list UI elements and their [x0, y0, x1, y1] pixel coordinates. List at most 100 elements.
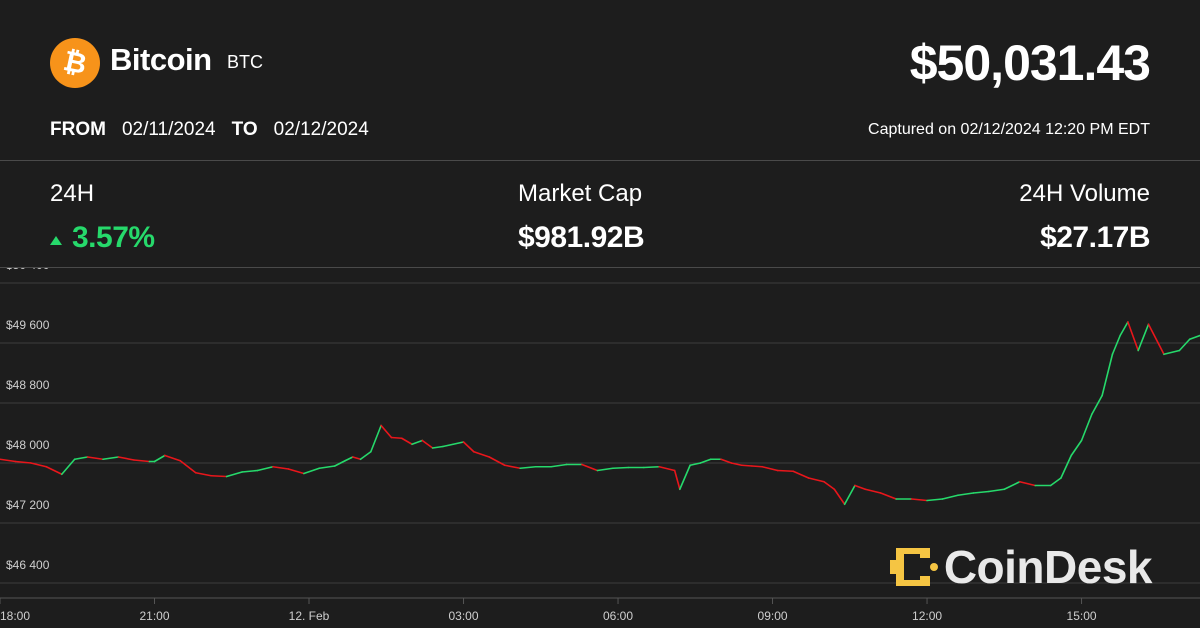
price-line-segment: [833, 488, 846, 506]
x-tick-label: 06:00: [603, 609, 633, 623]
price-line-segment: [210, 474, 228, 478]
price-line-segment: [926, 498, 944, 502]
price-line-segment: [86, 456, 104, 461]
price-line-segment: [988, 488, 1006, 493]
price-line-segment: [287, 468, 305, 475]
bitcoin-logo-icon: ₿: [50, 38, 100, 88]
price-line-segment: [390, 436, 403, 440]
price-line-segment: [642, 465, 661, 469]
price-line-segment: [1003, 480, 1021, 491]
price-line-segment: [344, 456, 354, 462]
x-tick-label: 09:00: [758, 609, 788, 623]
price-line-segment: [0, 458, 17, 463]
captured-timestamp: Captured on 02/12/2024 12:20 PM EDT: [868, 121, 1150, 138]
price-line-segment: [45, 465, 63, 476]
price-line-segment: [1178, 338, 1191, 352]
price-line-segment: [596, 467, 614, 472]
price-line-segment: [333, 459, 346, 467]
price-line-segment: [550, 463, 568, 468]
change-value: 3.57%: [72, 221, 155, 254]
price-line-segment: [1018, 480, 1036, 487]
price-line-segment: [1111, 334, 1121, 356]
change-value-row: 3.57%: [50, 221, 155, 255]
price-line-segment: [823, 480, 836, 491]
price-line-segment: [164, 454, 182, 462]
price-line-segment: [473, 450, 491, 458]
price-line-segment: [411, 439, 424, 446]
price-line-segment: [689, 462, 702, 467]
y-tick-label: $49 600: [6, 318, 50, 332]
price-line-segment: [225, 471, 243, 478]
price-line-segment: [679, 464, 691, 491]
price-line-segment: [740, 464, 753, 467]
price-line-segment: [581, 463, 599, 472]
triangle-up-icon: [50, 235, 62, 245]
price-line-segment: [102, 456, 120, 461]
price-line-segment: [400, 437, 413, 446]
price-line-segment: [61, 458, 76, 476]
price-line-segment: [272, 465, 290, 470]
coin-name: Bitcoin: [110, 42, 212, 77]
x-tick-label: 15:00: [1067, 609, 1097, 623]
price-line-segment: [730, 462, 743, 467]
market-cap-label: Market Cap: [518, 180, 643, 207]
coin-ticker: BTC: [227, 52, 263, 72]
current-price: $50,031.43: [909, 35, 1151, 91]
price-line-segment: [303, 467, 321, 475]
price-line-segment: [519, 465, 537, 470]
date-range: FROM 02/11/2024 TO 02/12/2024: [50, 119, 385, 141]
price-line: [0, 321, 1200, 506]
price-line-segment: [658, 465, 676, 472]
price-line-segment: [359, 450, 372, 461]
price-line-segment: [792, 470, 810, 479]
from-label: FROM: [50, 119, 106, 140]
price-line-segment: [807, 477, 825, 483]
price-line-segment: [194, 471, 212, 477]
price-line-segment: [1091, 394, 1103, 416]
price-line-segment: [318, 465, 336, 470]
price-line-segment: [761, 465, 779, 472]
price-chart: $46 400 $47 200 $48 000 $48 800 $49 600 $50 4…: [0, 268, 1200, 623]
price-line-segment: [380, 424, 393, 439]
price-line-segment: [117, 456, 135, 461]
to-date: 02/12/2024: [273, 119, 369, 140]
price-line-segment: [879, 492, 897, 500]
price-line-segment: [699, 458, 712, 464]
price-line-segment: [503, 464, 521, 470]
volume-value: $27.17B: [1040, 221, 1150, 254]
x-tick-label: 12. Feb: [289, 609, 330, 623]
x-tick-label: 12:00: [912, 609, 942, 623]
price-line-segment: [1080, 413, 1093, 442]
price-line-segment: [1049, 477, 1062, 487]
price-line-segment: [1137, 323, 1150, 352]
market-cap-value: $981.92B: [518, 221, 645, 254]
y-tick-label: $50 400: [6, 268, 50, 272]
coindesk-logo-icon: [889, 548, 938, 586]
price-line-segment: [351, 456, 362, 461]
price-line-segment: [673, 469, 681, 491]
to-label: TO: [231, 119, 258, 140]
price-line-segment: [421, 439, 434, 449]
y-tick-label: $48 000: [6, 438, 50, 452]
y-axis: $46 400 $47 200 $48 000 $48 800 $49 600 $50 4…: [6, 268, 50, 572]
watermark-text: CoinDesk: [943, 541, 1153, 593]
from-date: 02/11/2024: [121, 119, 216, 140]
price-line-segment: [14, 460, 32, 464]
price-line-segment: [776, 469, 794, 473]
price-line-segment: [462, 441, 475, 453]
chart-grid: [0, 282, 1200, 599]
price-line-segment: [1188, 334, 1200, 341]
price-line-segment: [256, 465, 274, 472]
price-line-segment: [941, 494, 959, 500]
x-tick-label: 18:00: [0, 609, 30, 623]
coindesk-watermark: CoinDesk: [889, 540, 1153, 594]
price-line-segment: [1127, 321, 1139, 352]
header-divider: [0, 160, 1200, 161]
price-line-segment: [1070, 439, 1083, 457]
y-tick-label: $47 200: [6, 498, 50, 512]
price-line-segment: [720, 458, 733, 464]
price-line-segment: [910, 498, 928, 502]
price-line-segment: [864, 488, 882, 494]
stats-divider: [0, 267, 1200, 268]
price-line-segment: [1101, 353, 1114, 397]
